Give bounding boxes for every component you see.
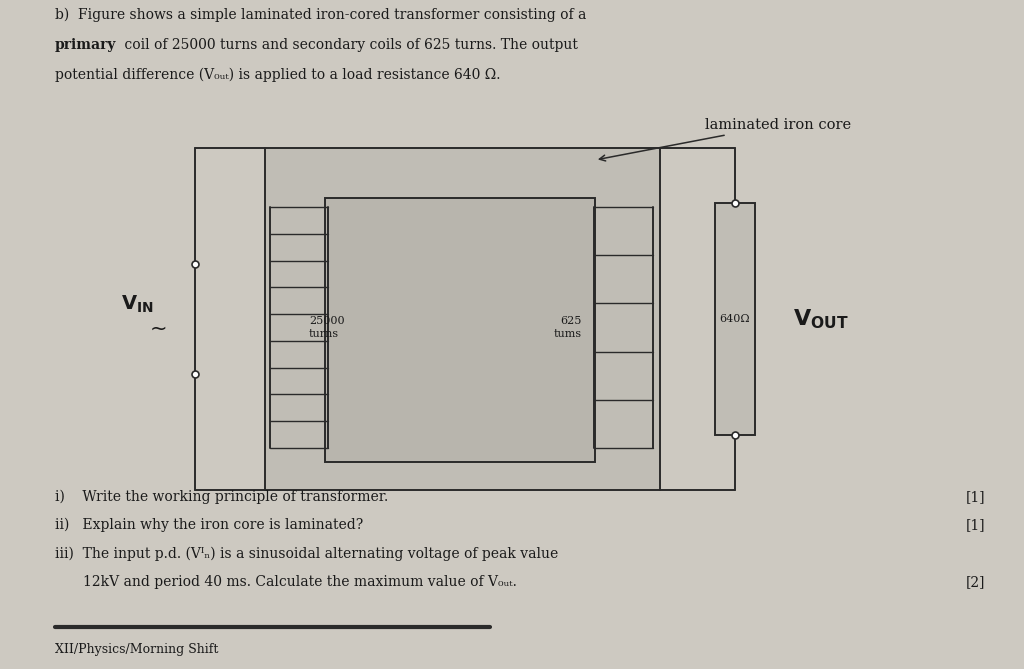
Text: 640Ω: 640Ω xyxy=(720,314,751,324)
Bar xyxy=(265,148,660,490)
Text: [1]: [1] xyxy=(966,490,985,504)
Text: [1]: [1] xyxy=(966,518,985,532)
Text: 12kV and period 40 ms. Calculate the maximum value of V₀ᵤₜ.: 12kV and period 40 ms. Calculate the max… xyxy=(83,575,517,589)
Text: primary: primary xyxy=(55,38,117,52)
Text: coil of 25000 turns and secondary coils of 625 turns. The output: coil of 25000 turns and secondary coils … xyxy=(120,38,578,52)
Bar xyxy=(325,198,595,462)
Text: i)    Write the working principle of transformer.: i) Write the working principle of transf… xyxy=(55,490,388,504)
Bar xyxy=(0,0,1024,130)
Text: ii)   Explain why the iron core is laminated?: ii) Explain why the iron core is laminat… xyxy=(55,518,364,533)
Text: 625
tums: 625 tums xyxy=(554,316,582,339)
Text: $\mathbf{V_{OUT}}$: $\mathbf{V_{OUT}}$ xyxy=(793,307,849,330)
Text: $\mathbf{V_{IN}}$: $\mathbf{V_{IN}}$ xyxy=(121,293,154,314)
Text: [2]: [2] xyxy=(966,575,985,589)
Bar xyxy=(715,203,755,435)
Text: iii)  The input p.d. (Vᴵₙ) is a sinusoidal alternating voltage of peak value: iii) The input p.d. (Vᴵₙ) is a sinusoida… xyxy=(55,547,558,561)
Text: 25000
turns: 25000 turns xyxy=(309,316,345,339)
Text: ~: ~ xyxy=(151,319,168,339)
Text: potential difference (V₀ᵤₜ) is applied to a load resistance 640 Ω.: potential difference (V₀ᵤₜ) is applied t… xyxy=(55,68,501,82)
Text: XII/Physics/Morning Shift: XII/Physics/Morning Shift xyxy=(55,643,218,656)
Text: laminated iron core: laminated iron core xyxy=(599,118,851,161)
Text: b)  Figure shows a simple laminated iron-cored transformer consisting of a: b) Figure shows a simple laminated iron-… xyxy=(55,8,587,22)
